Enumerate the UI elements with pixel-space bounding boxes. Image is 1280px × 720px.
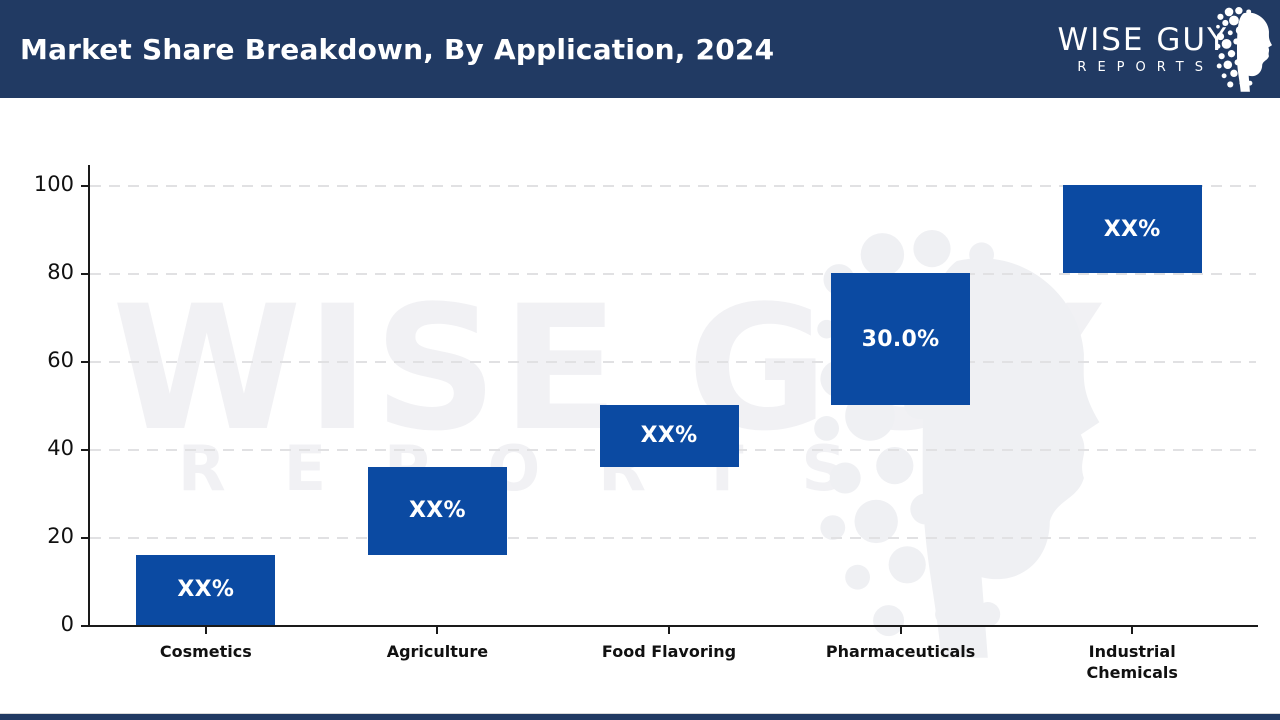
y-tick-80: [81, 273, 89, 275]
wiseguy-head-icon: [1215, 7, 1273, 92]
bar-industrial-chemicals: XX%: [1062, 185, 1202, 273]
gridline-y-20: [90, 537, 1256, 539]
x-category-label: Cosmetics: [159, 642, 252, 661]
x-tick-0: [204, 627, 207, 634]
x-category-label: Food Flavoring: [601, 642, 737, 661]
bar-pharmaceuticals: 30.0%: [831, 273, 971, 405]
bar-value-label: XX%: [408, 498, 466, 524]
y-tick-label-60: 60: [47, 348, 74, 372]
page-title: Market Share Breakdown, By Application, …: [20, 32, 775, 66]
bar-value-label: 30.0%: [861, 326, 940, 352]
y-tick-60: [81, 361, 89, 363]
bar-food-flavoring: XX%: [599, 405, 739, 467]
bar-value-label: XX%: [177, 577, 235, 603]
bar-value-label: XX%: [1103, 216, 1161, 242]
bar-value-label: XX%: [640, 423, 698, 449]
brand-logo: WISE GUY REPORTS: [1057, 7, 1280, 93]
y-tick-0: [81, 625, 89, 627]
bar-cosmetics: XX%: [136, 554, 276, 625]
x-category-label: Agriculture: [386, 642, 489, 661]
x-tick-1: [436, 627, 439, 634]
gridline-y-60: [90, 361, 1256, 363]
gridline-y-100: [90, 185, 1256, 187]
bar-agriculture: XX%: [367, 466, 507, 555]
x-tick-2: [668, 627, 670, 634]
x-category-label: Industrial Chemicals: [1086, 642, 1178, 683]
y-tick-label-100: 100: [33, 172, 74, 196]
gridline-y-80: [90, 273, 1256, 275]
plot-area: XX% XX% XX% 30.0% XX% 0 20 40 60 80 100 Cosmetics A…: [0, 165, 1280, 682]
brand-name: WISE GUY: [1057, 22, 1228, 58]
y-tick-100: [81, 185, 89, 187]
y-axis-line: [88, 165, 90, 627]
y-tick-40: [81, 449, 89, 451]
x-category-label: Pharmaceuticals: [825, 642, 976, 661]
brand-logo-text: WISE GUY REPORTS: [1057, 22, 1228, 76]
x-tick-3: [899, 627, 902, 634]
y-tick-20: [81, 537, 89, 539]
header-bar: Market Share Breakdown, By Application, …: [0, 0, 1280, 98]
x-tick-4: [1131, 627, 1134, 634]
y-tick-label-20: 20: [47, 524, 74, 548]
y-tick-label-80: 80: [47, 260, 74, 284]
y-tick-label-0: 0: [60, 612, 74, 636]
footer-bar: [0, 713, 1280, 720]
brand-subtitle: REPORTS: [1077, 60, 1215, 75]
x-axis-line: [88, 625, 1258, 627]
y-tick-label-40: 40: [47, 436, 74, 460]
